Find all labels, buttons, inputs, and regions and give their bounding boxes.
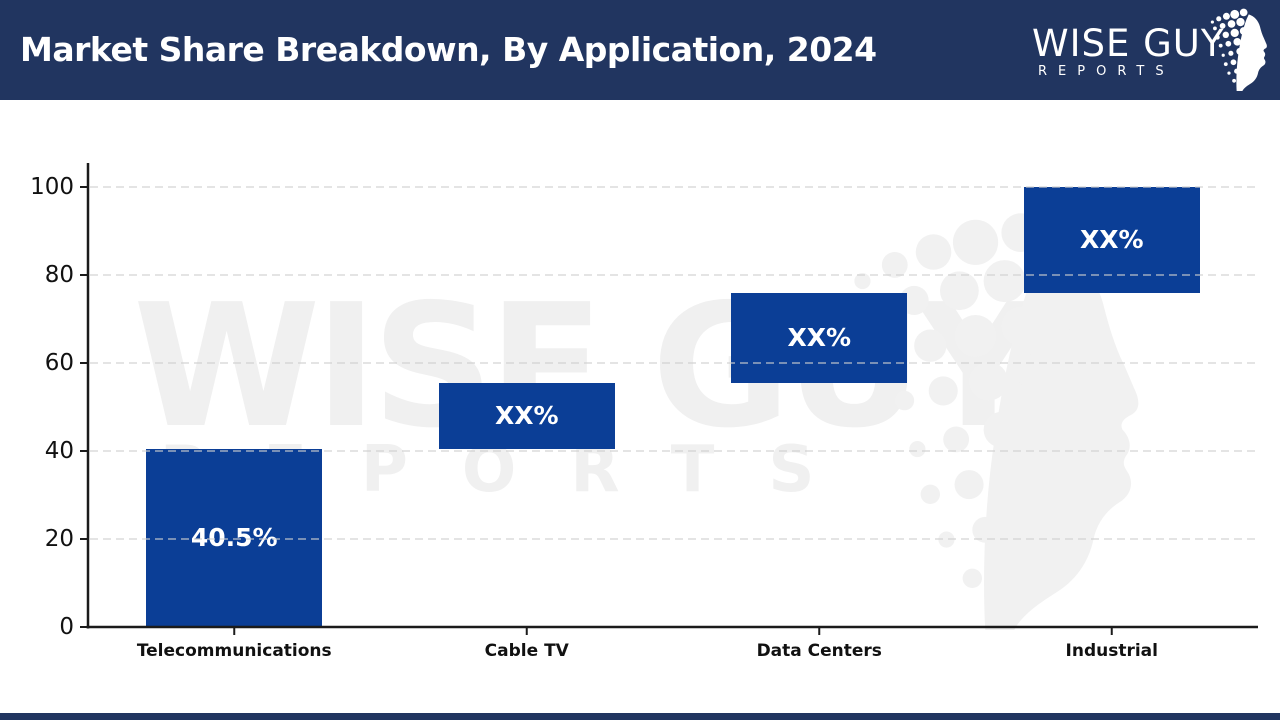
y-axis-tick-label-100: 100 xyxy=(30,173,74,200)
y-axis-tick-label-80: 80 xyxy=(44,261,74,288)
header-bar: Market Share Breakdown, By Application, … xyxy=(0,0,1280,100)
y-axis-tick-label-0: 0 xyxy=(59,613,74,640)
bar-value-label: XX% xyxy=(1079,225,1144,255)
y-axis-tick-label-40: 40 xyxy=(44,437,74,464)
bar-value-label: 40.5% xyxy=(190,523,278,553)
bar-value-label: XX% xyxy=(787,323,852,353)
wiseguy-face-icon xyxy=(1210,8,1267,91)
bar-industrial: XX% xyxy=(1023,187,1200,293)
page-title: Market Share Breakdown, By Application, … xyxy=(20,30,877,69)
bar-value-label: XX% xyxy=(494,401,559,431)
logo-wordmark: WISE GUY xyxy=(1032,22,1225,65)
x-axis-label-cable-tv: Cable TV xyxy=(484,641,569,661)
logo-reports-text: REPORTS xyxy=(1038,64,1175,79)
bar-data-centers: XX% xyxy=(731,292,908,383)
x-axis-label-industrial: Industrial xyxy=(1065,641,1158,661)
x-axis-label-data-centers: Data Centers xyxy=(756,641,882,661)
y-axis-tick-label-60: 60 xyxy=(44,349,74,376)
x-axis-label-telecommunications: Telecommunications xyxy=(136,641,332,661)
wiseguy-logo: WISE GUY REPORTS xyxy=(1032,6,1272,96)
footer-bar xyxy=(0,713,1280,720)
bar-telecommunications: 40.5% xyxy=(146,448,323,627)
y-axis-tick-label-20: 20 xyxy=(44,525,74,552)
bar-cable-tv: XX% xyxy=(438,382,615,449)
